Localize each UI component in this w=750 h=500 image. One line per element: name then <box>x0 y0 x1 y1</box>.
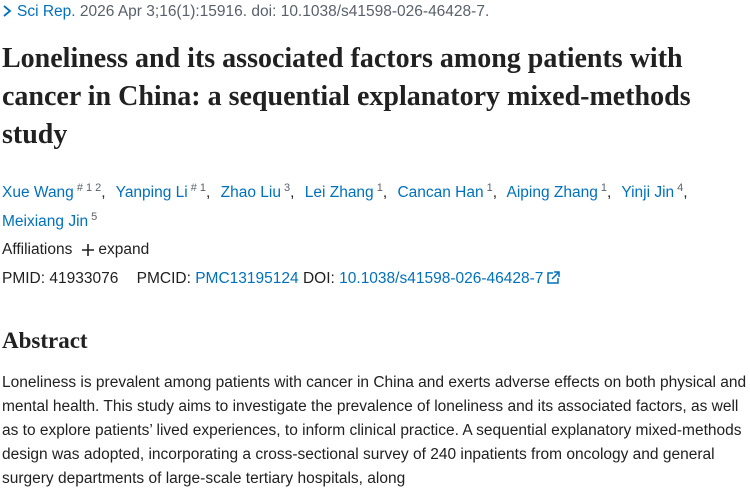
author: Lei Zhang 1 <box>304 182 393 201</box>
author-name[interactable]: Zhao Liu <box>220 184 281 201</box>
author: Zhao Liu 3 <box>220 182 301 201</box>
author-name[interactable]: Meixiang Jin <box>2 213 89 230</box>
author-affiliation-marks: # 1 <box>190 182 207 194</box>
doi: 10.1038/s41598-026-46428-7 <box>339 270 544 287</box>
plus-icon[interactable] <box>82 244 95 256</box>
citation: Sci Rep. 2026 Apr 3;16(1):15916. doi: 10… <box>2 3 489 21</box>
article-title: Loneliness and its associated factors am… <box>2 43 691 150</box>
author-name[interactable]: Lei Zhang <box>304 184 374 201</box>
author-affiliation-marks: 1 <box>486 182 493 194</box>
author-affiliation-marks: 5 <box>91 211 98 223</box>
citation-details: 2026 Apr 3;16(1):15916. doi: 10.1038/s41… <box>79 3 490 20</box>
author-name[interactable]: Yanping Li <box>115 184 188 201</box>
author: Xue Wang # 1 2 <box>2 182 112 201</box>
pmcid-label: PMCID: <box>136 270 191 287</box>
affiliations: Affiliations expand <box>2 241 149 259</box>
pmcid-link[interactable]: PMC13195124 <box>195 270 299 287</box>
affiliations-label: Affiliations <box>2 241 73 258</box>
author: Yinji Jin 4 <box>621 182 693 201</box>
journal-link[interactable]: Sci Rep. <box>17 3 76 20</box>
author-name[interactable]: Xue Wang <box>2 184 74 201</box>
doi-label: DOI: <box>302 270 335 287</box>
author-name[interactable]: Yinji Jin <box>621 184 675 201</box>
author: Cancan Han 1 <box>397 182 503 201</box>
author-name[interactable]: Aiping Zhang <box>506 184 598 201</box>
identifiers: PMID: 41933076 PMCID: PMC13195124 DOI: 1… <box>2 270 561 288</box>
author: Aiping Zhang 1 <box>506 182 618 201</box>
author: Yanping Li # 1 <box>115 182 217 201</box>
author: Meixiang Jin 5 <box>2 211 98 230</box>
author-name[interactable]: Cancan Han <box>397 184 484 201</box>
expand-toggle[interactable]: expand <box>98 241 150 258</box>
author-affiliation-marks: 4 <box>677 182 684 194</box>
external-icon <box>547 271 561 284</box>
author-affiliation-marks: 1 <box>600 182 607 194</box>
pmid: 41933076 <box>49 270 119 287</box>
author-affiliation-marks: # 1 2 <box>76 182 102 194</box>
author-affiliation-marks: 3 <box>283 182 291 194</box>
author-affiliation-marks: 1 <box>376 182 383 194</box>
doi-link[interactable]: 10.1038/s41598-026-46428-7 <box>339 270 561 287</box>
pmid-label: PMID: <box>2 270 46 287</box>
abstract-text: Loneliness is prevalent among patients w… <box>2 374 747 487</box>
chevron-icon <box>3 5 12 17</box>
abstract-heading: Abstract <box>2 328 88 353</box>
